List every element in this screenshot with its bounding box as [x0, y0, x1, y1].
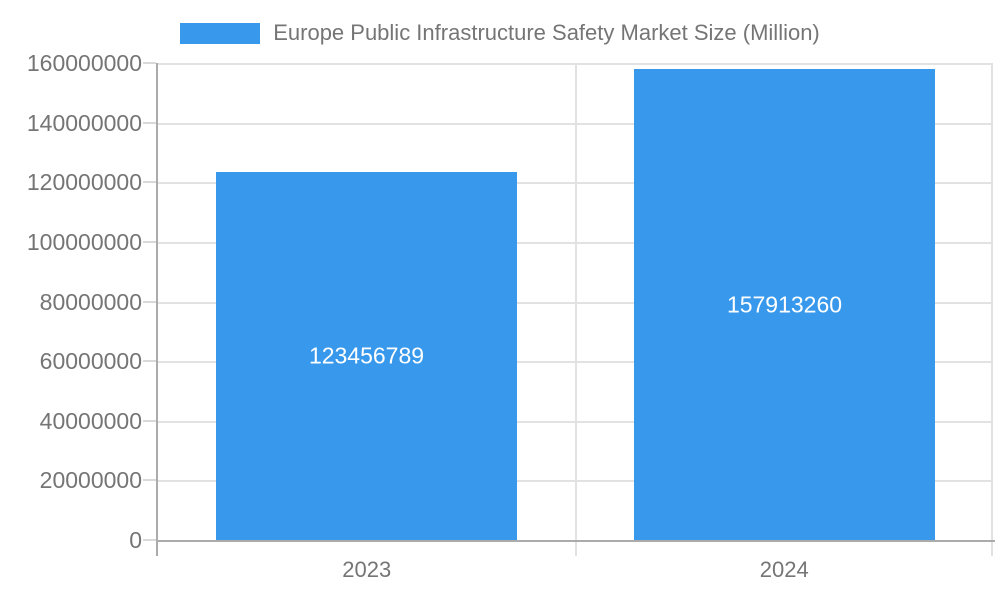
y-tick-mark [143, 539, 156, 541]
y-tick-mark [143, 420, 156, 422]
y-axis-line [156, 63, 158, 556]
bar-value-label: 123456789 [308, 342, 425, 369]
bar: 157913260 [634, 69, 935, 540]
x-axis-line [156, 540, 995, 542]
y-tick-mark [143, 122, 156, 124]
legend-swatch [180, 22, 261, 44]
y-tick-label: 140000000 [26, 110, 142, 136]
y-tick-label: 80000000 [39, 289, 142, 315]
y-tick-mark [143, 241, 156, 243]
x-tick-label: 2024 [759, 557, 809, 582]
y-tick-label: 120000000 [26, 169, 142, 195]
gridline-vertical [575, 63, 577, 556]
y-tick-mark [143, 479, 156, 481]
x-tick-label: 2023 [342, 557, 392, 582]
gridline-vertical [991, 63, 993, 556]
y-tick-mark [143, 360, 156, 362]
y-axis-labels: 0 20000000 40000000 60000000 80000000 1000000… [0, 50, 142, 553]
x-axis-labels: 2023 2024 [158, 556, 993, 586]
y-tick-label: 160000000 [26, 50, 142, 76]
y-tick-mark [143, 62, 156, 64]
bar-value-label: 157913260 [726, 291, 843, 317]
legend: Europe Public Infrastructure Safety Mark… [0, 20, 1000, 46]
bar: 123456789 [216, 172, 517, 540]
y-tick-label: 100000000 [26, 229, 142, 255]
chart-title: Europe Public Infrastructure Safety Mark… [273, 20, 820, 45]
y-tick-mark [143, 301, 156, 303]
y-tick-label: 40000000 [39, 408, 142, 434]
y-tick-label: 0 [129, 527, 142, 553]
y-tick-label: 60000000 [39, 348, 142, 374]
y-tick-label: 20000000 [39, 467, 142, 493]
y-tick-mark [143, 181, 156, 183]
plot-area: 123456789 157913260 [158, 63, 993, 556]
